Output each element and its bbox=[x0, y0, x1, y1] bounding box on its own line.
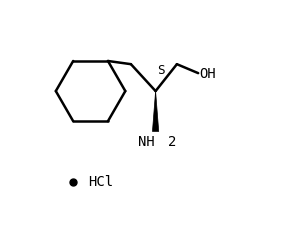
Text: OH: OH bbox=[199, 67, 216, 81]
Text: HCl: HCl bbox=[88, 175, 113, 189]
Text: 2: 2 bbox=[168, 135, 176, 149]
Text: S: S bbox=[157, 64, 164, 76]
Text: NH: NH bbox=[138, 135, 155, 149]
Polygon shape bbox=[152, 91, 159, 131]
